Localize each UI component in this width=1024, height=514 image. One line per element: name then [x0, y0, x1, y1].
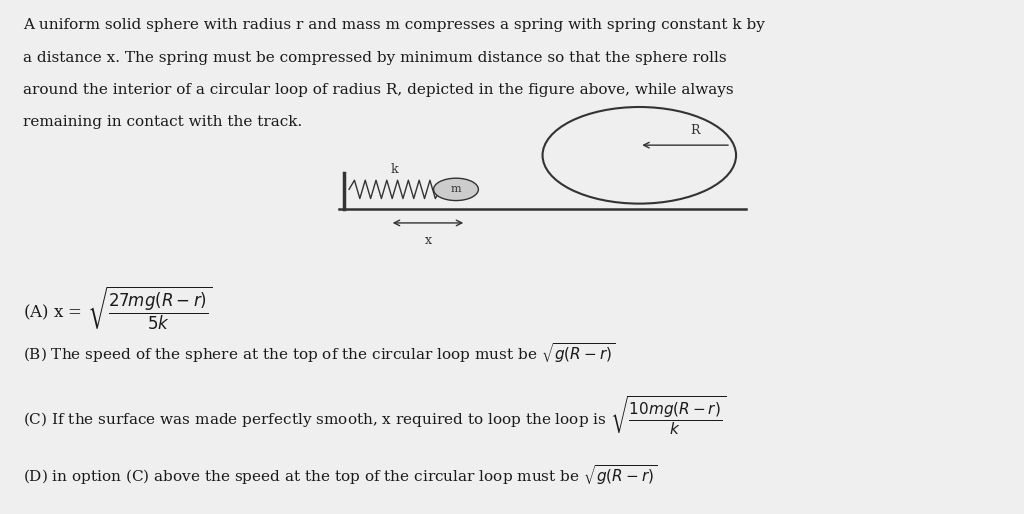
- Text: R: R: [690, 124, 700, 137]
- Text: m: m: [451, 185, 461, 194]
- Text: x: x: [425, 234, 431, 247]
- Text: (D) in option (C) above the speed at the top of the circular loop must be $\sqrt: (D) in option (C) above the speed at the…: [24, 463, 657, 487]
- Text: around the interior of a circular loop of radius R, depicted in the figure above: around the interior of a circular loop o…: [24, 83, 734, 97]
- Text: (C) If the surface was made perfectly smooth, x required to loop the loop is $\s: (C) If the surface was made perfectly sm…: [24, 394, 726, 437]
- Text: A uniform solid sphere with radius r and mass m compresses a spring with spring : A uniform solid sphere with radius r and…: [24, 18, 765, 32]
- Text: (B) The speed of the sphere at the top of the circular loop must be $\sqrt{g(R-r: (B) The speed of the sphere at the top o…: [24, 341, 615, 365]
- Text: a distance x. The spring must be compressed by minimum distance so that the sphe: a distance x. The spring must be compres…: [24, 51, 727, 65]
- Text: remaining in contact with the track.: remaining in contact with the track.: [24, 115, 302, 129]
- Circle shape: [433, 178, 478, 200]
- Text: (A) x = $\sqrt{\dfrac{27mg(R-r)}{5k}}$: (A) x = $\sqrt{\dfrac{27mg(R-r)}{5k}}$: [24, 285, 213, 333]
- Text: k: k: [391, 163, 398, 176]
